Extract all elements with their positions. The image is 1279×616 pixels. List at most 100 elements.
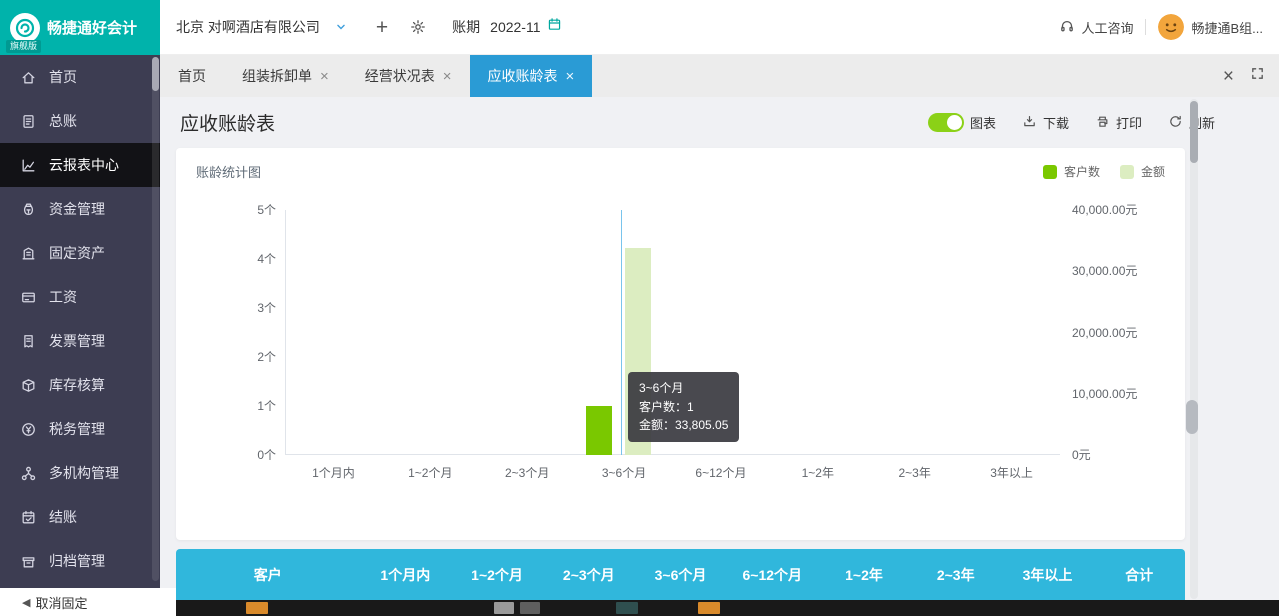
page-title: 应收账龄表 <box>180 114 276 135</box>
tab-assembly-order[interactable]: 组装拆卸单 × <box>224 55 347 97</box>
toggle-knob <box>946 115 962 130</box>
y-axis-tick-right: 30,000.00元 <box>1072 264 1138 279</box>
funds-icon <box>20 201 37 218</box>
tab-home[interactable]: 首页 <box>160 55 224 97</box>
sidebar-item-invoice[interactable]: 发票管理 <box>0 319 160 363</box>
y-axis-tick-left: 4个 <box>257 252 276 266</box>
y-axis-tick-left: 0个 <box>257 448 276 462</box>
sidebar-item-archive[interactable]: 归档管理 <box>0 539 160 583</box>
taskbar-item-4[interactable] <box>698 602 720 614</box>
chart-title: 账龄统计图 <box>196 165 262 180</box>
report-icon <box>20 157 37 174</box>
company-selector[interactable]: 北京 对啊酒店有限公司 <box>176 19 320 35</box>
tab-label: 经营状况表 <box>364 68 435 84</box>
chart-view-toggle[interactable]: 图表 <box>927 113 996 132</box>
y-axis-tick-left: 1个 <box>257 399 276 413</box>
sidebar-item-label: 资金管理 <box>49 201 105 217</box>
tax-icon <box>20 421 37 438</box>
edition-badge: 旗舰版 <box>6 40 42 53</box>
sidebar-item-label: 归档管理 <box>49 553 105 569</box>
app-logo[interactable]: 畅捷通好会计 旗舰版 <box>0 0 160 55</box>
content-scrollbar[interactable] <box>1190 99 1198 599</box>
close-all-tabs-icon[interactable]: × <box>1222 65 1234 87</box>
chevron-down-icon[interactable] <box>334 20 348 34</box>
sidebar-item-inventory[interactable]: 库存核算 <box>0 363 160 407</box>
table-header-4: 3~6个月 <box>654 566 707 583</box>
period-picker[interactable]: 2022-11 <box>490 17 561 37</box>
plot-area <box>285 210 1060 455</box>
taskbar-strip <box>176 600 1279 616</box>
sidebar-item-multi-org[interactable]: 多机构管理 <box>0 451 160 495</box>
bar-customers[interactable] <box>586 406 613 455</box>
sidebar-item-payroll[interactable]: 工资 <box>0 275 160 319</box>
sidebar-item-fixed-assets[interactable]: 固定资产 <box>0 231 160 275</box>
table-header-2: 1~2个月 <box>471 566 523 583</box>
y-axis-tick-left: 5个 <box>257 203 276 217</box>
y-axis-tick-right: 40,000.00元 <box>1072 203 1138 217</box>
support-button[interactable]: 人工咨询 <box>1059 18 1133 37</box>
user-name[interactable]: 畅捷通B组... <box>1191 20 1263 36</box>
add-button[interactable]: + <box>375 15 389 39</box>
sidebar-item-home[interactable]: 首页 <box>0 55 160 99</box>
legend-item-customers[interactable]: 客户数 <box>1042 163 1100 180</box>
x-axis-label: 2~3年 <box>898 466 931 480</box>
legend-label: 金额 <box>1140 165 1165 179</box>
content-scroll-thumb[interactable] <box>1190 101 1198 163</box>
chart-header: 账龄统计图 客户数 金额 <box>196 162 1165 181</box>
sidebar-item-general-ledger[interactable]: 总账 <box>0 99 160 143</box>
sidebar-item-tax[interactable]: 税务管理 <box>0 407 160 451</box>
taskbar-item-2[interactable] <box>520 602 540 614</box>
x-axis-label: 6~12个月 <box>695 466 747 480</box>
tab-close-icon[interactable]: × <box>320 67 329 85</box>
report-controls: 图表 下载 打印 刷新 <box>902 113 1215 132</box>
sidebar-item-label: 结账 <box>49 509 77 525</box>
sidebar-item-cloud-report-center[interactable]: 云报表中心 <box>0 143 160 187</box>
taskbar-item-3[interactable] <box>616 602 638 614</box>
period-label: 账期 <box>452 19 481 35</box>
tab-receivable-aging[interactable]: 应收账龄表 × <box>469 55 593 97</box>
fullscreen-icon[interactable] <box>1250 66 1265 86</box>
download-label: 下载 <box>1042 116 1069 131</box>
assets-icon <box>20 245 37 262</box>
table-header-9: 合计 <box>1125 566 1154 583</box>
sidebar-item-label: 税务管理 <box>49 421 105 437</box>
sidebar: 畅捷通好会计 旗舰版 首页 总账 云报表中心资金管理固定资产工资 发票管理 库存核算税务… <box>0 0 176 616</box>
unpin-label: 取消固定 <box>35 595 88 611</box>
x-axis-label: 3~6个月 <box>601 466 647 480</box>
taskbar-item-0[interactable] <box>246 602 268 614</box>
gear-icon[interactable] <box>410 19 426 35</box>
x-axis-label: 1~2年 <box>801 466 834 480</box>
x-axis-label: 1个月内 <box>312 466 355 480</box>
unpin-icon: ◀ <box>22 596 31 609</box>
tab-operating-report[interactable]: 经营状况表 × <box>347 55 470 97</box>
app-title: 畅捷通好会计 <box>47 20 138 37</box>
table-header-row: 客户 1个月内 1~2个月 2~3个月 3~6个月 6~12个月 1~2年 2~3年 3年以上 合… <box>176 549 1185 600</box>
sidebar-item-closing[interactable]: 结账 <box>0 495 160 539</box>
legend-swatch <box>1042 164 1057 179</box>
sidebar-item-funds[interactable]: 资金管理 <box>0 187 160 231</box>
table-header-0: 客户 <box>253 566 282 583</box>
taskbar-item-1[interactable] <box>494 602 514 614</box>
avatar[interactable] <box>1158 14 1185 40</box>
sidebar-item-label: 固定资产 <box>49 245 105 261</box>
side-handle[interactable] <box>1186 400 1198 434</box>
y-axis-tick-right: 0元 <box>1072 448 1091 462</box>
unpin-sidebar-button[interactable]: ◀ 取消固定 <box>0 588 176 616</box>
toggle-switch[interactable] <box>927 113 964 132</box>
legend-swatch <box>1119 164 1134 179</box>
tab-close-icon[interactable]: × <box>565 67 575 85</box>
print-button[interactable]: 打印 <box>1095 113 1142 132</box>
calendar-icon[interactable] <box>547 17 562 37</box>
legend-label: 客户数 <box>1063 165 1100 179</box>
period-value[interactable]: 2022-11 <box>490 19 541 35</box>
axis-pointer-line <box>621 210 623 455</box>
download-button[interactable]: 下载 <box>1022 113 1069 132</box>
home-icon <box>20 69 37 86</box>
x-axis-label: 3年以上 <box>990 466 1033 480</box>
tab-close-icon[interactable]: × <box>442 67 452 85</box>
sidebar-scrollbar[interactable] <box>152 57 159 581</box>
y-axis-tick-left: 3个 <box>257 301 276 315</box>
x-axis-label: 1~2个月 <box>408 466 453 480</box>
sidebar-scroll-thumb[interactable] <box>152 57 159 91</box>
legend-item-amount[interactable]: 金额 <box>1119 163 1165 180</box>
